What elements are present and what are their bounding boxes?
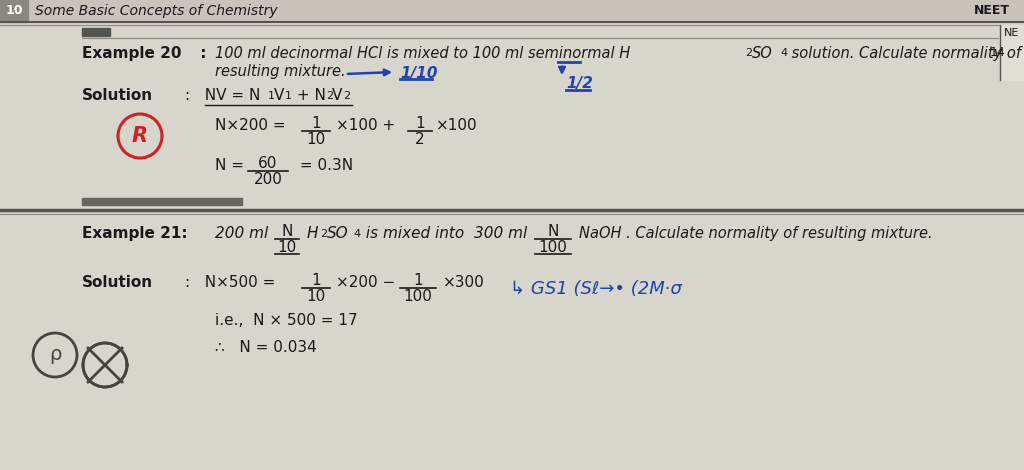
Text: 1/10: 1/10 (400, 66, 437, 81)
Text: R: R (132, 126, 148, 146)
Bar (82, 198, 242, 205)
Text: 10: 10 (306, 132, 326, 147)
Text: = 0.3N: = 0.3N (295, 158, 353, 173)
Text: 2: 2 (415, 132, 425, 147)
Text: 14: 14 (990, 46, 1006, 59)
Text: 1: 1 (268, 91, 275, 101)
Text: 10: 10 (5, 5, 23, 17)
Text: 4: 4 (353, 229, 360, 239)
Text: N: N (547, 224, 559, 239)
Text: Some Basic Concepts of Chemistry: Some Basic Concepts of Chemistry (35, 4, 278, 18)
Text: 2: 2 (745, 48, 752, 58)
Text: V: V (332, 88, 342, 103)
Text: 1: 1 (414, 273, 423, 288)
Text: 100: 100 (539, 240, 567, 255)
Text: :   N×500 =: : N×500 = (185, 275, 281, 290)
Text: SO: SO (327, 226, 348, 241)
Bar (0, 0, 28, 22)
Text: 1: 1 (285, 91, 292, 101)
Text: 1: 1 (415, 116, 425, 131)
Text: ×100: ×100 (436, 118, 477, 133)
Text: N: N (282, 224, 293, 239)
Text: ×300: ×300 (443, 275, 484, 290)
Text: is mixed into  300 ml: is mixed into 300 ml (361, 226, 527, 241)
Text: + N: + N (292, 88, 326, 103)
Text: i.e.,  N × 500 = 17: i.e., N × 500 = 17 (215, 313, 357, 328)
Text: 1: 1 (311, 116, 321, 131)
Text: Example 20: Example 20 (82, 46, 181, 61)
Text: 200: 200 (254, 172, 283, 187)
Text: NE: NE (1005, 28, 1020, 38)
Text: H: H (307, 226, 318, 241)
Text: 10: 10 (278, 240, 297, 255)
Text: 1/2: 1/2 (566, 76, 593, 91)
Text: 10: 10 (306, 289, 326, 304)
Bar (1000, 25, 1024, 80)
Text: 2: 2 (326, 91, 333, 101)
Text: V: V (274, 88, 285, 103)
Text: NEET: NEET (974, 5, 1010, 17)
Text: ρ: ρ (49, 345, 61, 365)
Text: 1: 1 (311, 273, 321, 288)
Text: N×200 =: N×200 = (215, 118, 291, 133)
Text: solution. Calculate normality of: solution. Calculate normality of (787, 46, 1021, 61)
Text: ↳ GS1 (Sℓ→• (2M⋅σ: ↳ GS1 (Sℓ→• (2M⋅σ (510, 280, 682, 298)
Text: 100: 100 (403, 289, 432, 304)
Text: :   NV = N: : NV = N (185, 88, 260, 103)
Text: Solution: Solution (82, 275, 154, 290)
Bar (0, 0, 1024, 22)
Text: SO: SO (752, 46, 773, 61)
Text: ×100 +: ×100 + (336, 118, 400, 133)
Text: 60: 60 (258, 156, 278, 171)
Text: ∴   N = 0.034: ∴ N = 0.034 (215, 340, 316, 355)
Text: 200 ml: 200 ml (215, 226, 273, 241)
Text: :: : (195, 46, 217, 61)
Text: 4: 4 (780, 48, 787, 58)
Text: N =: N = (215, 158, 249, 173)
Text: ×200 −: ×200 − (336, 275, 395, 290)
Text: resulting mixture.: resulting mixture. (215, 64, 346, 79)
Text: 2: 2 (343, 91, 350, 101)
Text: 2: 2 (319, 229, 327, 239)
Text: NaOH . Calculate normality of resulting mixture.: NaOH . Calculate normality of resulting … (579, 226, 933, 241)
Text: 100 ml decinormal HCl is mixed to 100 ml seminormal H: 100 ml decinormal HCl is mixed to 100 ml… (215, 46, 630, 61)
Text: Solution: Solution (82, 88, 154, 103)
Bar (82, 28, 110, 36)
Text: Example 21:: Example 21: (82, 226, 187, 241)
